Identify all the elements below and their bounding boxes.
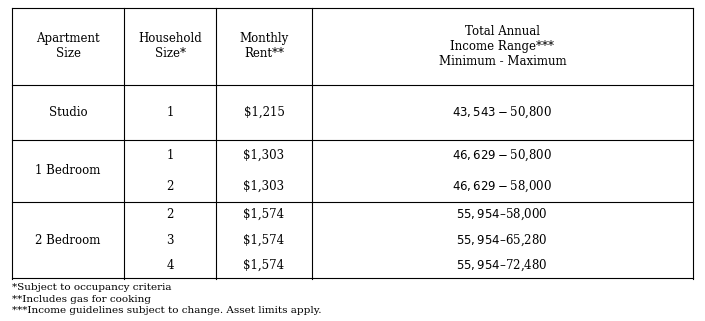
Text: $43,543 - $50,800: $43,543 - $50,800 (452, 105, 553, 120)
Text: $55,954 – $58,000: $55,954 – $58,000 (457, 207, 548, 222)
Text: Apartment
Size: Apartment Size (37, 32, 100, 60)
Text: $55,954 – $65,280: $55,954 – $65,280 (457, 232, 548, 248)
Text: 3: 3 (166, 234, 174, 247)
Text: Monthly
Rent**: Monthly Rent** (239, 32, 288, 60)
Text: 2: 2 (166, 179, 174, 193)
Text: Studio: Studio (49, 106, 87, 119)
Text: $46,629 - $50,800: $46,629 - $50,800 (453, 147, 552, 163)
Text: 1: 1 (166, 149, 174, 161)
Text: *Subject to occupancy criteria: *Subject to occupancy criteria (12, 283, 171, 292)
Text: $46,629 - $58,000: $46,629 - $58,000 (453, 178, 552, 194)
Text: 4: 4 (166, 259, 174, 272)
Text: $1,574: $1,574 (243, 208, 285, 221)
Text: **Includes gas for cooking: **Includes gas for cooking (12, 294, 151, 303)
Text: 2: 2 (166, 208, 174, 221)
Text: ***Income guidelines subject to change. Asset limits apply.: ***Income guidelines subject to change. … (12, 306, 321, 315)
Text: Household
Size*: Household Size* (138, 32, 202, 60)
Text: $1,303: $1,303 (243, 149, 285, 161)
Text: 2 Bedroom: 2 Bedroom (35, 234, 101, 247)
Text: 1 Bedroom: 1 Bedroom (35, 164, 101, 177)
Text: $1,574: $1,574 (243, 259, 285, 272)
Text: $1,574: $1,574 (243, 234, 285, 247)
Text: Total Annual
Income Range***
Minimum - Maximum: Total Annual Income Range*** Minimum - M… (439, 25, 566, 68)
Text: $55,954 – $72,480: $55,954 – $72,480 (457, 258, 548, 273)
Text: 1: 1 (166, 106, 174, 119)
Text: $1,303: $1,303 (243, 179, 285, 193)
Text: $1,215: $1,215 (243, 106, 284, 119)
